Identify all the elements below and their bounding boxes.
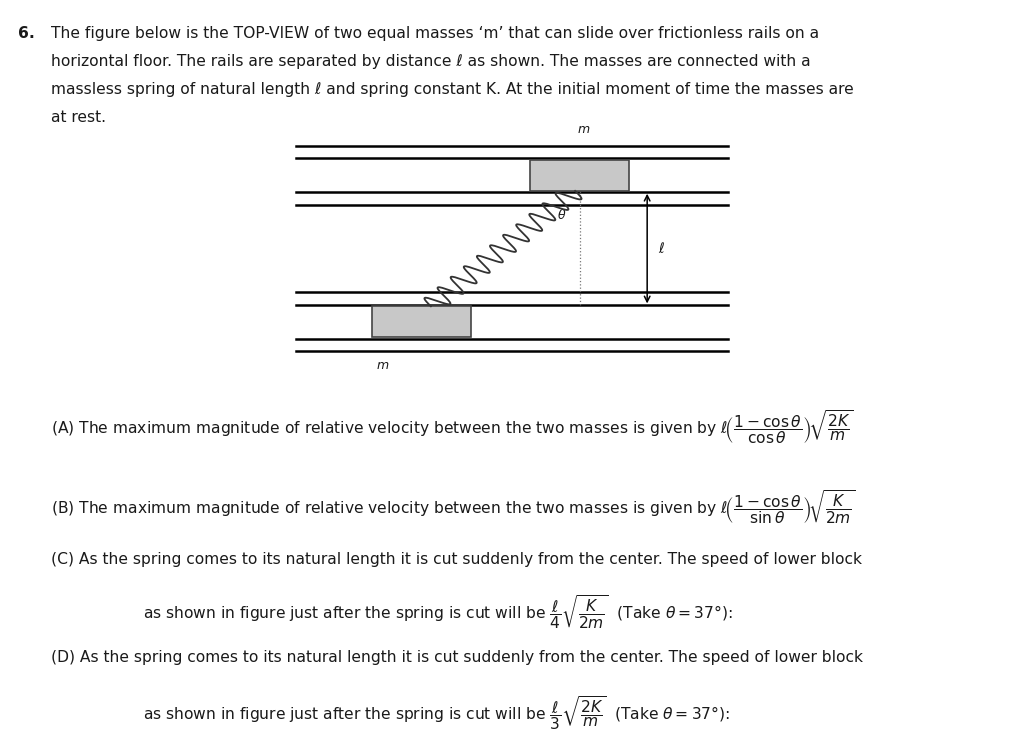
Text: m: m [377, 359, 389, 372]
Text: (B) The maximum magnitude of relative velocity between the two masses is given b: (B) The maximum magnitude of relative ve… [51, 488, 856, 525]
Text: (D) As the spring comes to its natural length it is cut suddenly from the center: (D) As the spring comes to its natural l… [51, 650, 863, 665]
Text: as shown in figure just after the spring is cut will be $\dfrac{\ell}{4}\sqrt{\d: as shown in figure just after the spring… [143, 593, 733, 631]
Bar [530, 160, 629, 191]
Text: m: m [578, 123, 590, 136]
Bar [373, 306, 471, 337]
Text: 6.: 6. [18, 26, 35, 42]
Text: $\theta$: $\theta$ [557, 208, 566, 222]
Text: horizontal floor. The rails are separated by distance ℓ as shown. The masses are: horizontal floor. The rails are separate… [51, 54, 811, 70]
Text: as shown in figure just after the spring is cut will be $\dfrac{\ell}{3}\sqrt{\d: as shown in figure just after the spring… [143, 694, 730, 732]
Text: (A) The maximum magnitude of relative velocity between the two masses is given b: (A) The maximum magnitude of relative ve… [51, 408, 853, 446]
Text: massless spring of natural length ℓ and spring constant K. At the initial moment: massless spring of natural length ℓ and … [51, 82, 854, 98]
Text: (C) As the spring comes to its natural length it is cut suddenly from the center: (C) As the spring comes to its natural l… [51, 552, 862, 567]
Text: at rest.: at rest. [51, 110, 106, 125]
Text: The figure below is the TOP-VIEW of two equal masses ‘m’ that can slide over fri: The figure below is the TOP-VIEW of two … [51, 26, 819, 42]
Text: $\ell$: $\ell$ [658, 241, 666, 256]
